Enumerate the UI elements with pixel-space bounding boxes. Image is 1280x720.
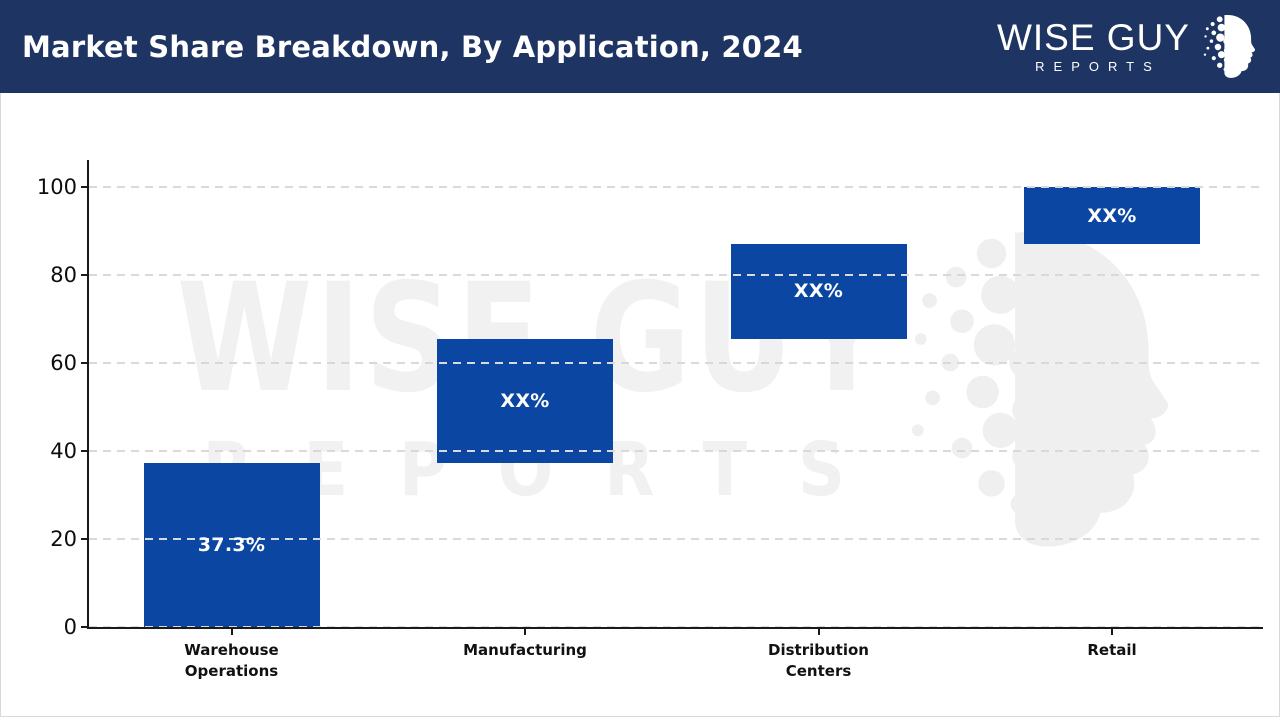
y-tick-label: 80	[50, 263, 77, 287]
chart-canvas: WISE GUY REPORTS 37.3% Warehouse Operation…	[0, 93, 1280, 717]
gridline-20	[89, 538, 1263, 540]
wiseguy-logo: WISE GUY REPORTS	[997, 8, 1258, 86]
bar-warehouse-operations	[143, 462, 320, 627]
logo-subtext: REPORTS	[1035, 59, 1161, 74]
y-tick-mark	[81, 626, 89, 628]
bar-value-label-warehouse-operations: 37.3%	[197, 533, 266, 556]
wiseguy-head-icon	[1203, 14, 1256, 78]
gridline-80	[89, 274, 1263, 276]
y-tick-mark	[81, 538, 89, 540]
header: Market Share Breakdown, By Application, …	[0, 0, 1280, 93]
bar-distribution-centers	[730, 244, 907, 339]
y-tick-label: 40	[50, 439, 77, 463]
bar-value-label-retail: XX%	[1087, 204, 1137, 227]
x-tick-mark	[524, 627, 526, 635]
y-tick-label: 60	[50, 351, 77, 375]
y-tick-label: 0	[63, 615, 77, 639]
bar-value-label-manufacturing: XX%	[500, 389, 550, 412]
gridline-100	[89, 186, 1263, 188]
x-tick-mark	[230, 627, 233, 635]
x-tick-mark	[1111, 627, 1113, 635]
x-tick-mark	[817, 627, 820, 635]
y-tick-mark	[81, 362, 89, 364]
gridline-60	[89, 362, 1263, 364]
logo-wordmark-block: WISE GUY REPORTS	[997, 19, 1190, 74]
plot-area: 37.3% Warehouse Operations XX% Manufacturing…	[1, 93, 1279, 716]
y-tick-mark	[81, 274, 89, 276]
x-axis-spine	[87, 627, 1263, 629]
x-axis-label-warehouse-operations: Warehouse Operations	[184, 641, 279, 680]
y-tick-mark	[81, 186, 89, 188]
gridline-40	[89, 450, 1263, 452]
chart-title: Market Share Breakdown, By Application, …	[22, 29, 803, 64]
y-tick-label: 100	[36, 175, 77, 199]
logo-wordmark: WISE GUY	[996, 17, 1190, 58]
bar-retail	[1024, 187, 1200, 245]
y-tick-label: 20	[50, 527, 77, 551]
x-axis-label-retail: Retail	[1087, 641, 1137, 659]
x-axis-label-manufacturing: Manufacturing	[463, 641, 587, 659]
bar-value-label-distribution-centers: XX%	[793, 280, 844, 303]
x-axis-label-distribution-centers: Distribution Centers	[768, 641, 869, 680]
bar-manufacturing	[437, 338, 613, 463]
y-tick-mark	[81, 450, 89, 452]
y-axis-spine	[87, 160, 89, 629]
